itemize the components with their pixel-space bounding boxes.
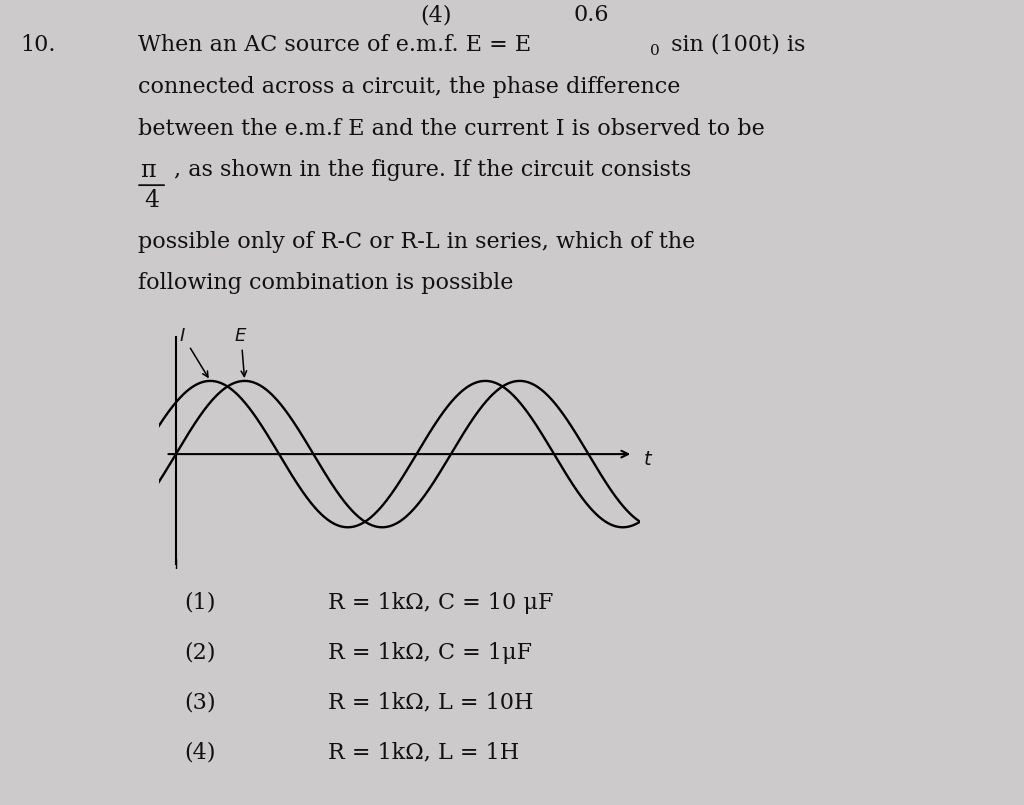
- Text: between the e.m.f E and the current I is observed to be: between the e.m.f E and the current I is…: [138, 118, 765, 139]
- Text: $t$: $t$: [643, 451, 653, 469]
- Text: , as shown in the figure. If the circuit consists: , as shown in the figure. If the circuit…: [174, 159, 691, 181]
- Text: π: π: [140, 159, 156, 183]
- Text: (4): (4): [420, 4, 452, 26]
- Text: 0: 0: [650, 44, 660, 58]
- Text: (3): (3): [184, 691, 216, 713]
- Text: $I$: $I$: [179, 327, 208, 377]
- Text: $E$: $E$: [234, 327, 248, 377]
- Text: following combination is possible: following combination is possible: [138, 272, 514, 295]
- Text: (2): (2): [184, 642, 216, 663]
- Text: (1): (1): [184, 592, 216, 613]
- Text: connected across a circuit, the phase difference: connected across a circuit, the phase di…: [138, 76, 681, 97]
- Text: R = 1kΩ, L = 10H: R = 1kΩ, L = 10H: [328, 691, 534, 713]
- Text: possible only of R-C or R-L in series, which of the: possible only of R-C or R-L in series, w…: [138, 230, 695, 253]
- Text: 0.6: 0.6: [573, 4, 609, 26]
- Text: R = 1kΩ, L = 1H: R = 1kΩ, L = 1H: [328, 741, 519, 763]
- Text: 10.: 10.: [20, 34, 56, 56]
- Text: When an AC source of e.m.f. E = E: When an AC source of e.m.f. E = E: [138, 34, 531, 56]
- Text: (4): (4): [184, 741, 216, 763]
- Text: R = 1kΩ, C = 10 μF: R = 1kΩ, C = 10 μF: [328, 592, 553, 613]
- Text: R = 1kΩ, C = 1μF: R = 1kΩ, C = 1μF: [328, 642, 531, 663]
- Text: sin (100t) is: sin (100t) is: [664, 34, 805, 56]
- Text: 4: 4: [144, 189, 160, 213]
